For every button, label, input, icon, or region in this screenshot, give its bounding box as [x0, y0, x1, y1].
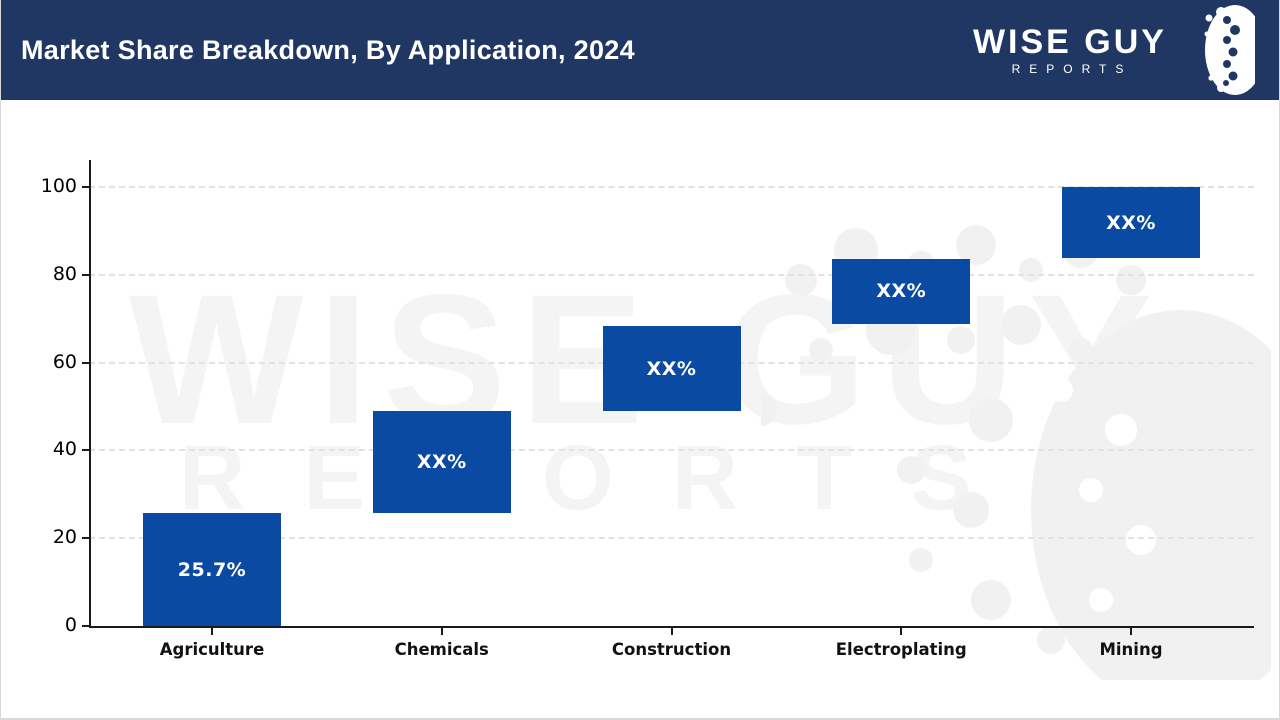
bar-electroplating: XX%	[832, 258, 971, 324]
x-category-label: Mining	[1099, 640, 1163, 659]
bar-value-label: 25.7%	[177, 558, 247, 581]
x-category-label: Agriculture	[159, 640, 265, 659]
x-tickmark-5	[1130, 628, 1132, 635]
y-tickmark-40	[82, 449, 89, 452]
gridline-y100	[89, 186, 1254, 188]
header-bar: Market Share Breakdown, By Application, …	[1, 0, 1279, 100]
y-tick-label-0: 0	[64, 614, 77, 636]
logo-wordmark-line2: REPORTS	[1011, 61, 1133, 76]
bar-mining: XX%	[1062, 187, 1200, 259]
gridline-y40	[89, 449, 1254, 452]
bar-chemicals: XX%	[372, 410, 511, 514]
logo-wordmark-line1: WISE GUY	[972, 22, 1167, 61]
y-tickmark-0	[82, 625, 89, 627]
y-axis-line	[89, 160, 91, 628]
x-tickmark-4	[900, 628, 903, 635]
y-tick-label-20: 20	[52, 526, 77, 549]
x-axis-line	[89, 626, 1254, 628]
gridline-y80	[89, 273, 1254, 276]
x-category-label: Electroplating	[835, 640, 967, 659]
x-category-label: Construction	[611, 640, 732, 659]
logo-face-icon	[1204, 5, 1255, 95]
y-tickmark-60	[82, 361, 89, 364]
chart-title: Market Share Breakdown, By Application, …	[21, 34, 635, 65]
gridline-y20	[89, 537, 1254, 540]
y-tick-label-100: 100	[40, 175, 77, 197]
y-tick-label-60: 60	[52, 350, 77, 373]
bar-value-label: XX%	[646, 357, 697, 380]
bar-agriculture: 25.7%	[143, 513, 281, 626]
logo-wordmark: WISE GUY REPORTS	[973, 25, 1167, 76]
x-category-label: Chemicals	[394, 640, 489, 659]
bar-value-label: XX%	[1106, 211, 1156, 234]
watermark-subtext: REPORTS	[179, 427, 1030, 529]
bar-value-label: XX%	[876, 280, 927, 303]
bar-value-label: XX%	[416, 451, 467, 474]
y-tickmark-80	[82, 273, 89, 276]
brand-logo: WISE GUY REPORTS	[973, 4, 1255, 96]
y-tickmark-20	[82, 537, 89, 540]
y-tickmark-100	[82, 186, 89, 188]
bar-construction: XX%	[602, 326, 741, 411]
x-tickmark-1	[211, 628, 213, 635]
x-tickmark-3	[670, 628, 673, 635]
y-tick-label-40: 40	[52, 438, 77, 461]
x-tickmark-2	[440, 628, 443, 635]
y-tick-label-80: 80	[52, 262, 77, 285]
